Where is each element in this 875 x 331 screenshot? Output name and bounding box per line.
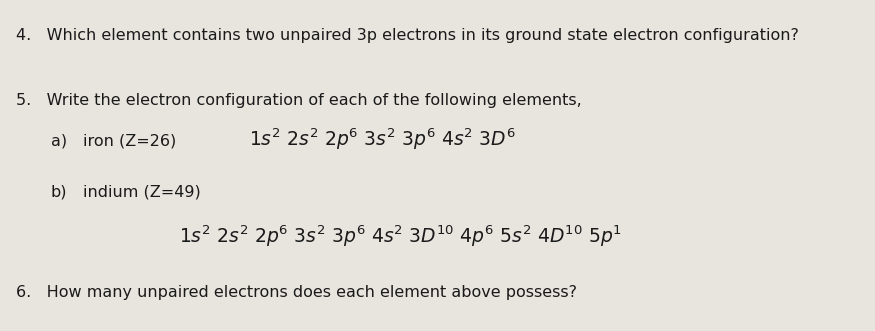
Text: 5.   Write the electron configuration of each of the following elements,: 5. Write the electron configuration of e… bbox=[16, 93, 582, 108]
Text: $1s^{2}\ 2s^{2}\ 2p^{6}\ 3s^{2}\ 3p^{6}\ 4s^{2}\ 3D^{10}\ 4p^{6}\ 5s^{2}\ 4D^{10: $1s^{2}\ 2s^{2}\ 2p^{6}\ 3s^{2}\ 3p^{6}\… bbox=[179, 224, 622, 250]
Text: 4.   Which element contains two unpaired 3p electrons in its ground state electr: 4. Which element contains two unpaired 3… bbox=[16, 28, 799, 43]
Text: a): a) bbox=[51, 133, 66, 148]
Text: b): b) bbox=[51, 184, 67, 200]
Text: indium (Z=49): indium (Z=49) bbox=[83, 184, 201, 200]
Text: $1s^{2}\ 2s^{2}\ 2p^{6}\ 3s^{2}\ 3p^{6}\ 4s^{2}\ 3D^{6}$: $1s^{2}\ 2s^{2}\ 2p^{6}\ 3s^{2}\ 3p^{6}\… bbox=[249, 126, 516, 152]
Text: 6.   How many unpaired electrons does each element above possess?: 6. How many unpaired electrons does each… bbox=[16, 285, 577, 301]
Text: iron (Z=26): iron (Z=26) bbox=[83, 133, 177, 148]
